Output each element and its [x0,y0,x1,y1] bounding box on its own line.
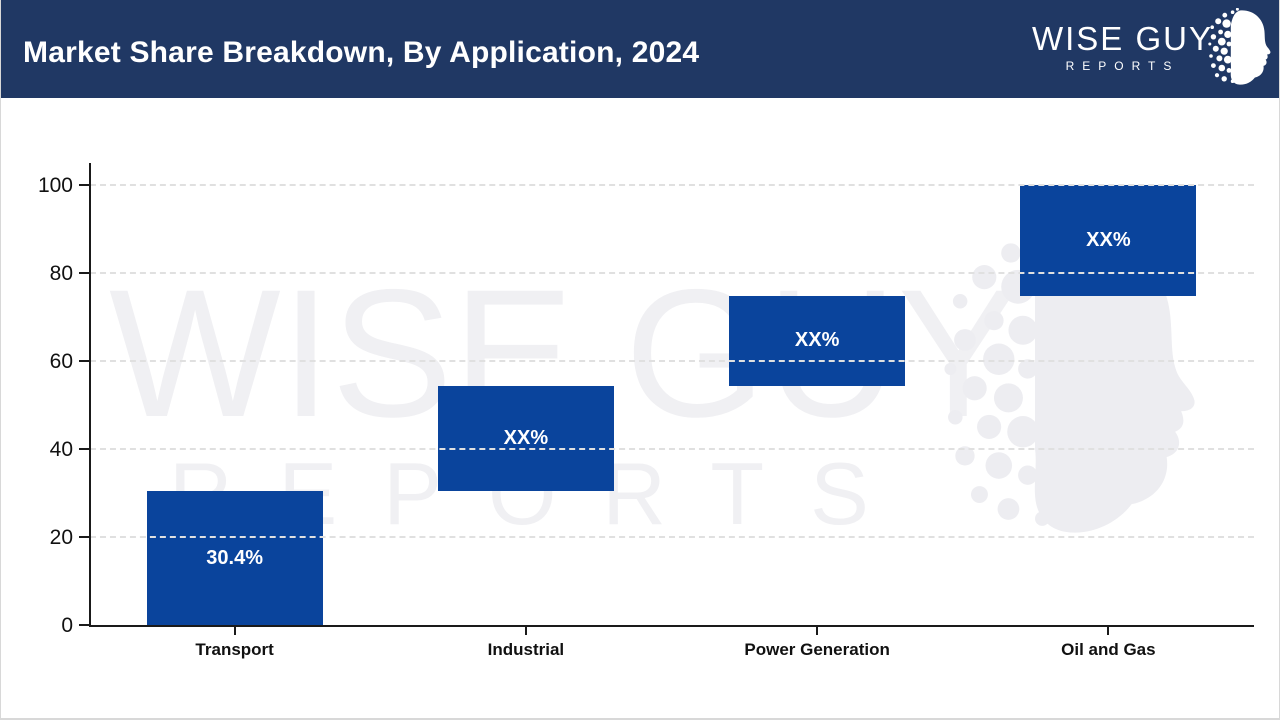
y-tick-label: 40 [49,438,73,461]
bar-value-label: XX% [794,329,840,352]
wiseguy-logo-text: WISE GUY REPORTS [1031,19,1213,74]
y-tick-label: 20 [49,526,73,549]
x-tick-mark [1107,627,1110,635]
bar-value-label: 30.4% [206,546,263,569]
y-tick-label: 60 [49,350,73,373]
y-tick-mark [79,624,89,626]
grid-line [90,360,1254,362]
grid-line [90,184,1254,186]
bar-segment: XX% [729,295,906,386]
x-category-label: Oil and Gas [1061,640,1156,659]
y-tick-label: 0 [61,614,73,637]
y-tick-mark [79,536,89,538]
bar-segment: 30.4% [146,491,323,625]
x-category-label: Power Generation [744,640,890,659]
grid-line [90,536,1254,538]
y-tick-mark [79,184,89,186]
y-tick-label: 80 [49,262,73,285]
grid-line [90,448,1254,450]
header-bar: Market Share Breakdown, By Application, … [1,0,1279,98]
x-tick-mark [524,627,527,635]
wiseguy-logo: WISE GUY REPORTS [1032,8,1271,86]
logo-brand-subtitle: REPORTS [1065,59,1180,74]
y-tick-mark [79,360,89,362]
bar-segment: XX% [437,385,614,492]
bar-value-label: XX% [503,426,549,449]
y-axis-line [89,163,91,627]
x-category-label: Transport [195,640,274,659]
page-title: Market Share Breakdown, By Application, … [23,36,700,69]
x-tick-mark [233,627,236,635]
x-axis-line [89,625,1254,627]
x-category-label: Industrial [487,640,565,659]
bar-segment: XX% [1020,185,1197,296]
y-tick-mark [79,448,89,450]
logo-brand-name: WISE GUY [1031,19,1213,57]
x-tick-mark [816,627,819,635]
bar-value-label: XX% [1086,228,1131,251]
grid-line [90,272,1254,274]
y-tick-label: 100 [37,174,73,197]
y-tick-mark [79,272,89,274]
